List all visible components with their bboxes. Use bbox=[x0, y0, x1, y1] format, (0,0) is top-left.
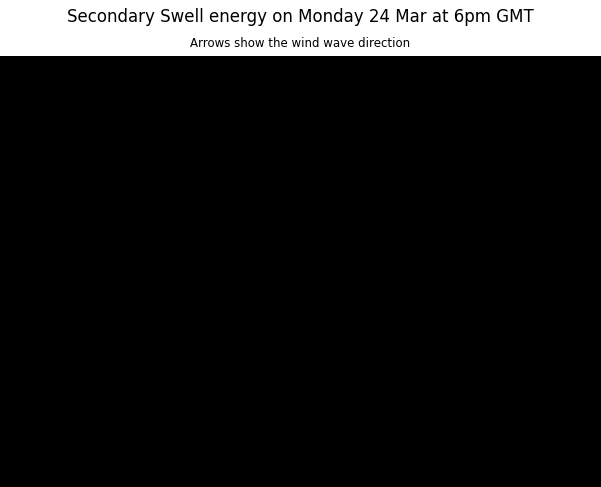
Text: Secondary Swell energy on Monday 24 Mar at 6pm GMT: Secondary Swell energy on Monday 24 Mar … bbox=[67, 8, 534, 26]
Text: Arrows show the wind wave direction: Arrows show the wind wave direction bbox=[191, 37, 410, 50]
